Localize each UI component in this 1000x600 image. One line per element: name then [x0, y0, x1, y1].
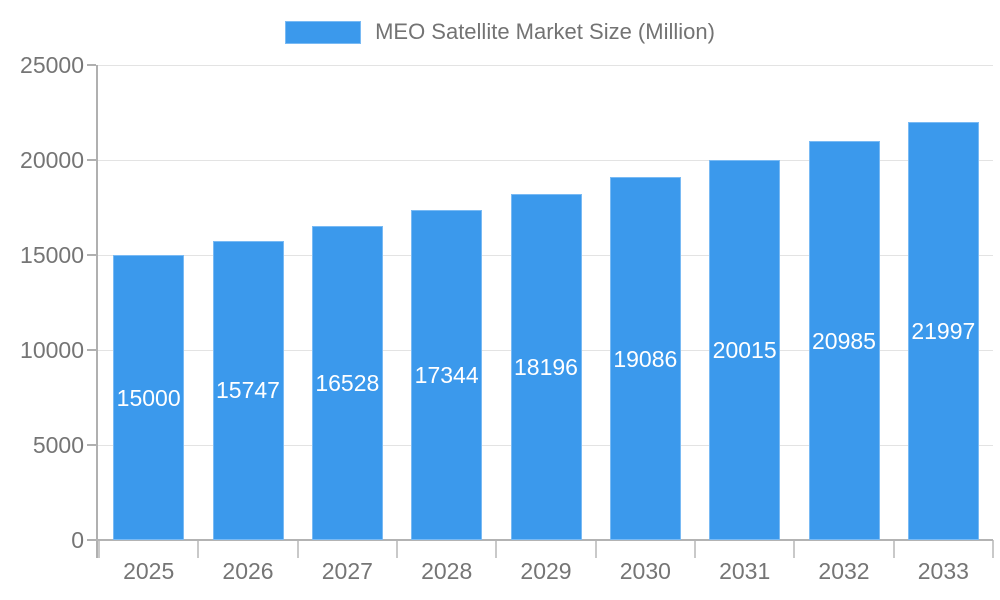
bar-value-label: 21997 [911, 318, 976, 345]
y-axis-tick [87, 444, 96, 446]
y-tick-label: 20000 [20, 147, 84, 173]
bar-value-label: 18196 [514, 354, 578, 381]
bar-value-label: 16528 [315, 369, 380, 396]
bar [808, 141, 880, 540]
bar [709, 159, 781, 540]
x-axis-line [96, 539, 993, 541]
y-tick-label: 0 [71, 527, 84, 553]
y-axis-tick [87, 349, 96, 351]
x-axis-tick [98, 540, 100, 558]
x-tick-label: 2032 [818, 558, 870, 584]
x-tick-label: 2029 [520, 558, 572, 584]
bar [113, 255, 185, 540]
bar [411, 210, 483, 540]
bar [907, 122, 979, 540]
y-axis-tick [87, 64, 96, 66]
gridline [96, 64, 993, 66]
y-tick-label: 5000 [32, 432, 84, 458]
x-tick-label: 2026 [222, 558, 274, 584]
x-tick-label: 2030 [619, 558, 671, 584]
x-tick-label: 2027 [321, 558, 373, 584]
legend-swatch [285, 20, 362, 44]
x-tick-label: 2033 [917, 558, 969, 584]
bar-value-label: 19086 [613, 345, 678, 372]
bar-value-label: 20985 [812, 327, 876, 354]
y-axis-tick [87, 254, 96, 256]
chart-legend[interactable]: MEO Satellite Market Size (Million) [0, 20, 1000, 44]
x-axis-tick [694, 540, 696, 558]
x-axis-tick [296, 540, 299, 558]
bar [609, 177, 681, 540]
y-axis-tick [87, 539, 96, 541]
y-tick-label: 15000 [20, 242, 84, 268]
bar-value-label: 17344 [414, 362, 479, 389]
x-axis-tick [594, 540, 597, 558]
x-tick-label: 2025 [123, 558, 175, 584]
y-axis-line [96, 65, 98, 558]
x-axis-tick [495, 540, 498, 558]
y-axis-tick [87, 159, 96, 161]
bar-value-label: 15747 [216, 377, 280, 404]
x-axis-tick [992, 540, 994, 558]
bar [510, 194, 582, 540]
bar [311, 225, 383, 540]
x-tick-label: 2031 [719, 558, 771, 584]
x-axis-tick [197, 540, 200, 558]
bar [212, 240, 284, 540]
x-axis-tick [892, 540, 895, 558]
x-axis-tick [396, 540, 398, 558]
legend-label: MEO Satellite Market Size (Million) [375, 19, 715, 44]
gridline [96, 159, 993, 161]
x-tick-label: 2028 [421, 558, 473, 584]
x-axis-tick [793, 540, 796, 558]
bar-value-label: 20015 [712, 336, 777, 363]
y-tick-label: 10000 [20, 337, 84, 363]
y-tick-label: 25000 [20, 52, 84, 78]
bar-value-label: 15000 [116, 384, 181, 411]
